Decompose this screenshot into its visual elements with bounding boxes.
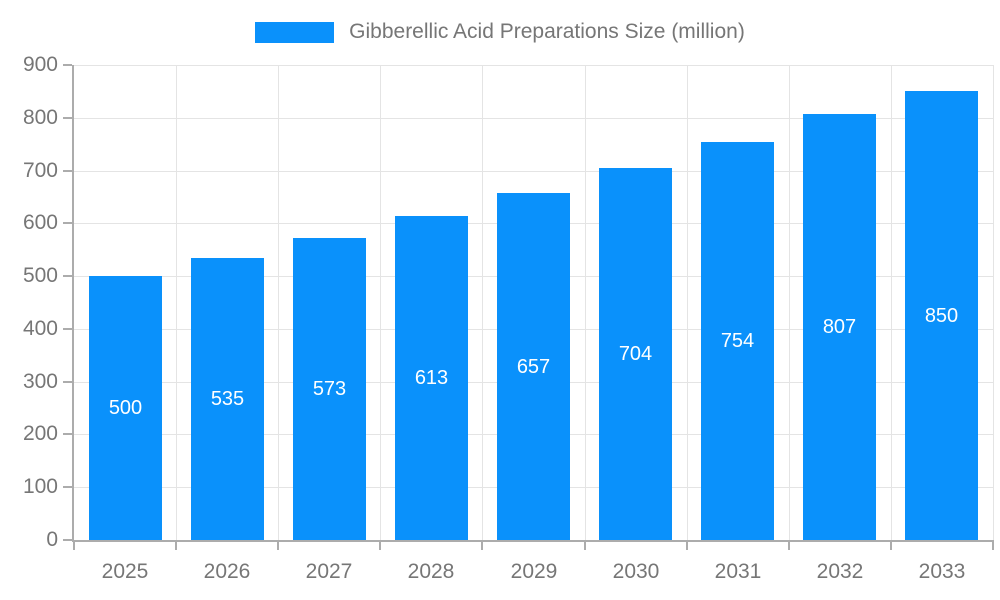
y-tick-label: 300 [22,370,58,393]
y-tick-label: 0 [46,528,58,551]
y-axis-line [72,65,74,540]
y-tick-label: 400 [22,317,58,340]
x-tick-label: 2031 [714,560,762,583]
x-axis-tick [788,540,790,550]
gridline-vertical [687,65,688,540]
gridline-vertical [789,65,790,540]
gridline-vertical [482,65,483,540]
x-axis-tick [379,540,381,550]
x-axis-tick [992,540,994,550]
y-axis-tick [63,64,72,66]
y-tick-label: 100 [22,475,58,498]
bar-value-label: 500 [108,397,143,419]
bar[interactable] [599,168,672,540]
x-tick-label: 2025 [101,560,149,583]
y-axis-tick [63,170,72,172]
gridline-vertical [176,65,177,540]
legend[interactable]: Gibberellic Acid Preparations Size (mill… [0,20,1000,44]
x-axis-tick [686,540,688,550]
bar-value-label: 704 [618,343,653,365]
y-tick-label: 600 [22,211,58,234]
bar-value-label: 807 [822,316,857,338]
y-tick-label: 800 [22,106,58,129]
x-tick-label: 2028 [407,560,455,583]
y-axis-tick [63,328,72,330]
bar-value-label: 535 [210,388,245,410]
x-axis-tick [890,540,892,550]
gridline-vertical [993,65,994,540]
x-tick-label: 2030 [612,560,660,583]
x-tick-label: 2029 [510,560,558,583]
bar-value-label: 613 [414,367,449,389]
bar[interactable] [89,276,162,540]
x-tick-label: 2027 [305,560,353,583]
gridline-horizontal [74,65,993,66]
bar[interactable] [803,114,876,540]
bar[interactable] [497,193,570,540]
x-axis-tick [584,540,586,550]
x-tick-label: 2032 [816,560,864,583]
y-tick-label: 900 [22,53,58,76]
gridline-vertical [278,65,279,540]
y-axis-tick [63,275,72,277]
y-tick-label: 500 [22,264,58,287]
bar-value-label: 850 [924,305,959,327]
bar[interactable] [701,142,774,540]
y-axis-tick [63,117,72,119]
x-tick-label: 2033 [918,560,966,583]
x-tick-label: 2026 [203,560,251,583]
x-axis-tick [277,540,279,550]
gridline-vertical [585,65,586,540]
bar[interactable] [191,258,264,540]
x-axis-tick [73,540,75,550]
gridline-horizontal [74,171,993,172]
y-tick-label: 200 [22,422,58,445]
gridline-horizontal [74,118,993,119]
legend-swatch [255,21,335,43]
bar[interactable] [905,91,978,540]
y-axis-tick [63,539,72,541]
y-axis-tick [63,381,72,383]
y-tick-label: 700 [22,159,58,182]
bar-value-label: 573 [312,378,347,400]
x-axis-line [72,540,994,542]
x-axis-tick [175,540,177,550]
y-axis-tick [63,222,72,224]
bar-value-label: 754 [720,330,755,352]
bar[interactable] [293,238,366,540]
gridline-vertical [891,65,892,540]
y-axis-tick [63,486,72,488]
gridline-vertical [380,65,381,540]
bar[interactable] [395,216,468,540]
x-axis-tick [481,540,483,550]
bar-value-label: 657 [516,356,551,378]
legend-label: Gibberellic Acid Preparations Size (mill… [349,20,745,43]
y-axis-tick [63,433,72,435]
